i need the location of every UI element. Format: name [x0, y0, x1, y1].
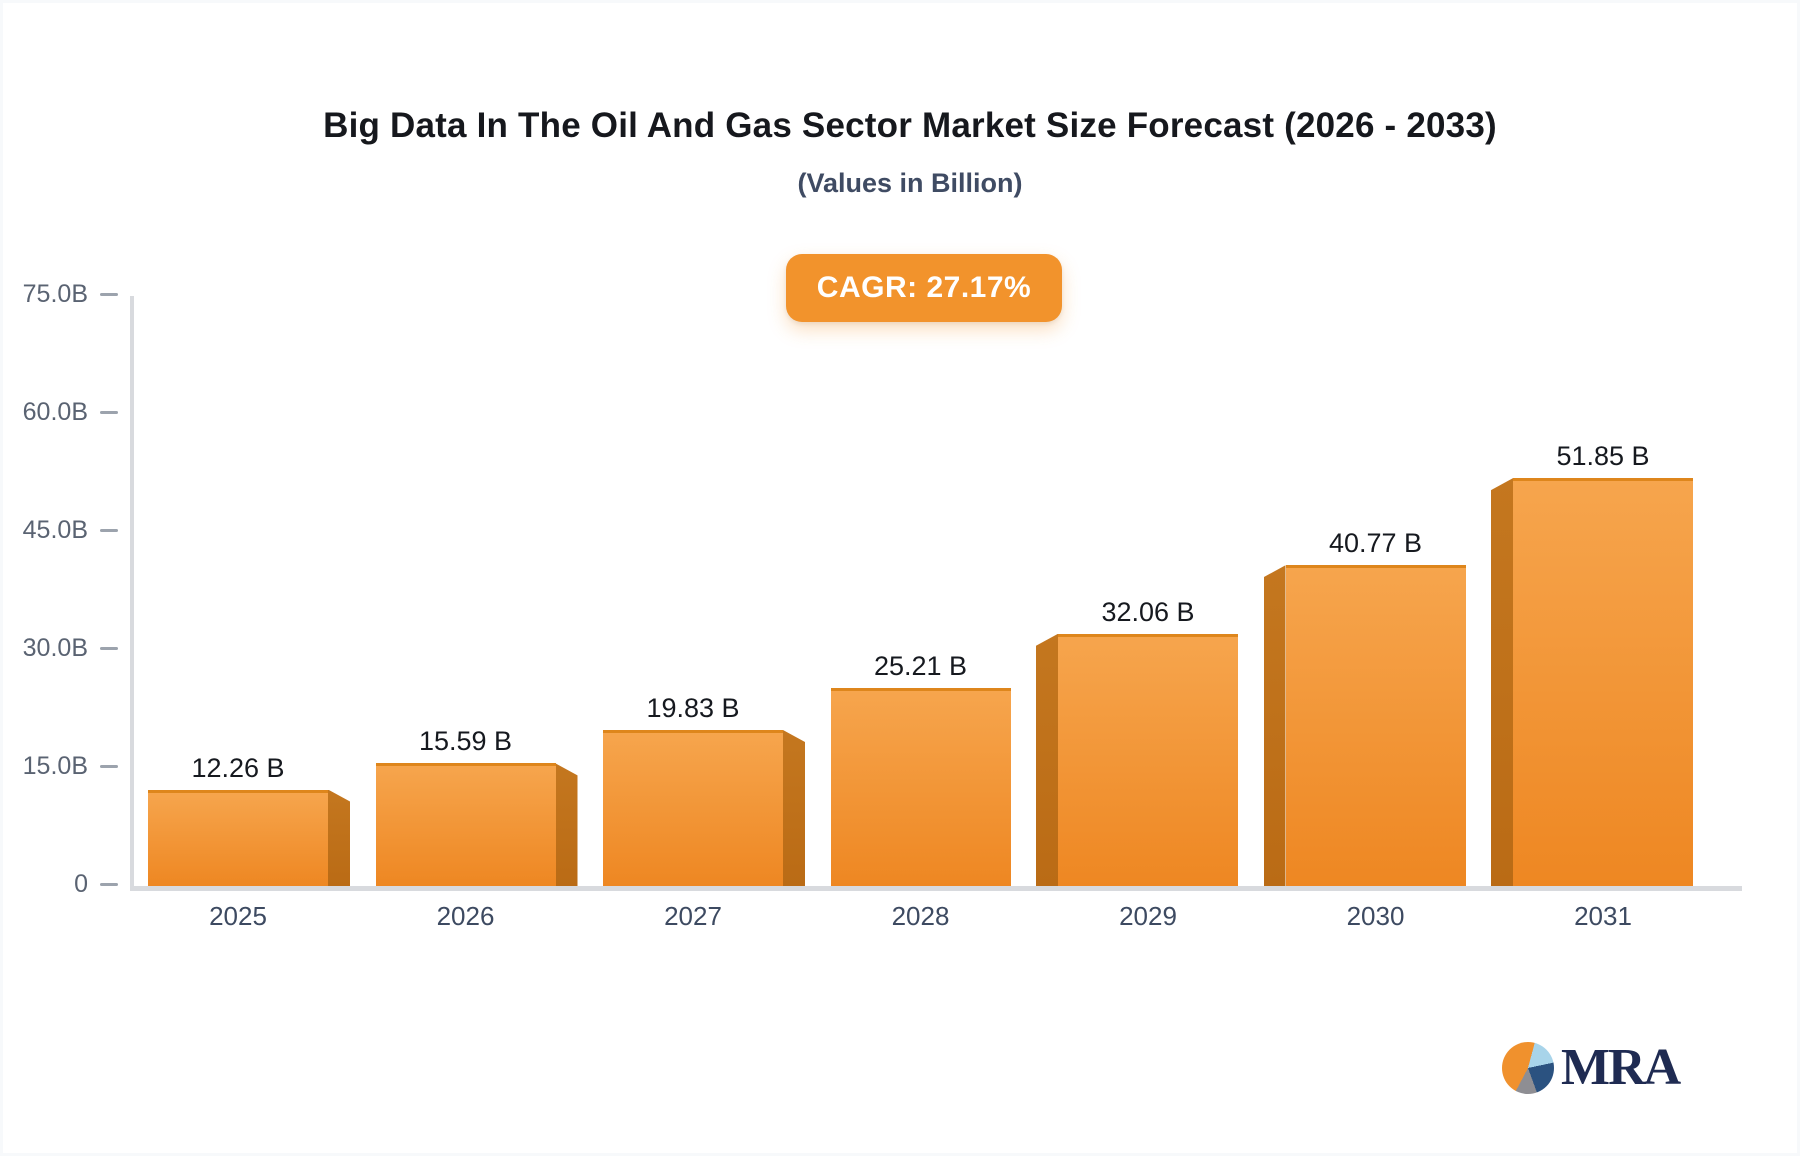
brand-name: MRA [1561, 1039, 1681, 1096]
chart-title: Big Data In The Oil And Gas Sector Marke… [323, 106, 1497, 145]
chart-subtitle: (Values in Billion) [797, 168, 1023, 198]
x-axis-label-2029: 2029 [1119, 901, 1177, 931]
y-tick-label: 75.0B [22, 280, 88, 308]
bar-value-label: 19.83 B [646, 693, 740, 723]
y-axis-line [130, 296, 134, 891]
bar-2027 [603, 730, 783, 886]
y-tick-dash [100, 646, 118, 650]
bar-2029 [1058, 633, 1238, 886]
y-tick-dash [100, 764, 118, 768]
bar-2025 [148, 789, 328, 886]
y-tick-dash [100, 528, 118, 532]
bar-2026 [375, 763, 556, 886]
bar-value-label: 15.59 B [418, 726, 513, 757]
y-tick-label: 15.0B [22, 752, 88, 780]
brand-logo: MRA [1502, 1039, 1681, 1096]
cagr-badge: CAGR: 27.17% [786, 254, 1062, 322]
bar-2031 [1513, 478, 1693, 886]
y-tick-dash [100, 292, 118, 296]
bar-side-panel [328, 789, 350, 886]
x-axis-label-2026: 2026 [436, 901, 495, 931]
bar-value-label: 51.85 B [1556, 441, 1650, 472]
y-tick-label: 0 [74, 870, 88, 898]
x-axis-label-2028: 2028 [891, 901, 950, 931]
y-tick-label: 45.0B [22, 516, 88, 544]
bar-side-panel [1263, 565, 1286, 886]
bar-value-label: 25.21 B [873, 650, 968, 681]
x-axis-label-2027: 2027 [664, 901, 722, 931]
x-axis-label-2025: 2025 [209, 901, 267, 931]
x-axis-label-2030: 2030 [1346, 901, 1405, 931]
x-axis-baseline [130, 886, 1742, 891]
bar-side-panel [1491, 478, 1513, 886]
pie-chart-icon [1502, 1042, 1554, 1094]
y-tick-dash [100, 410, 118, 414]
y-tick-label: 60.0B [22, 398, 88, 426]
y-tick-label: 30.0B [22, 634, 88, 662]
bar-side-panel [1036, 633, 1058, 886]
bar-2028 [830, 687, 1011, 886]
bar-2030 [1285, 565, 1466, 886]
bar-side-panel [555, 763, 578, 886]
bar-value-label: 12.26 B [191, 752, 285, 783]
x-axis-label-2031: 2031 [1574, 901, 1632, 931]
bar-side-panel [783, 730, 805, 886]
y-tick-dash [100, 882, 118, 886]
bar-value-label: 40.77 B [1328, 528, 1423, 559]
bar-value-label: 32.06 B [1101, 596, 1195, 627]
